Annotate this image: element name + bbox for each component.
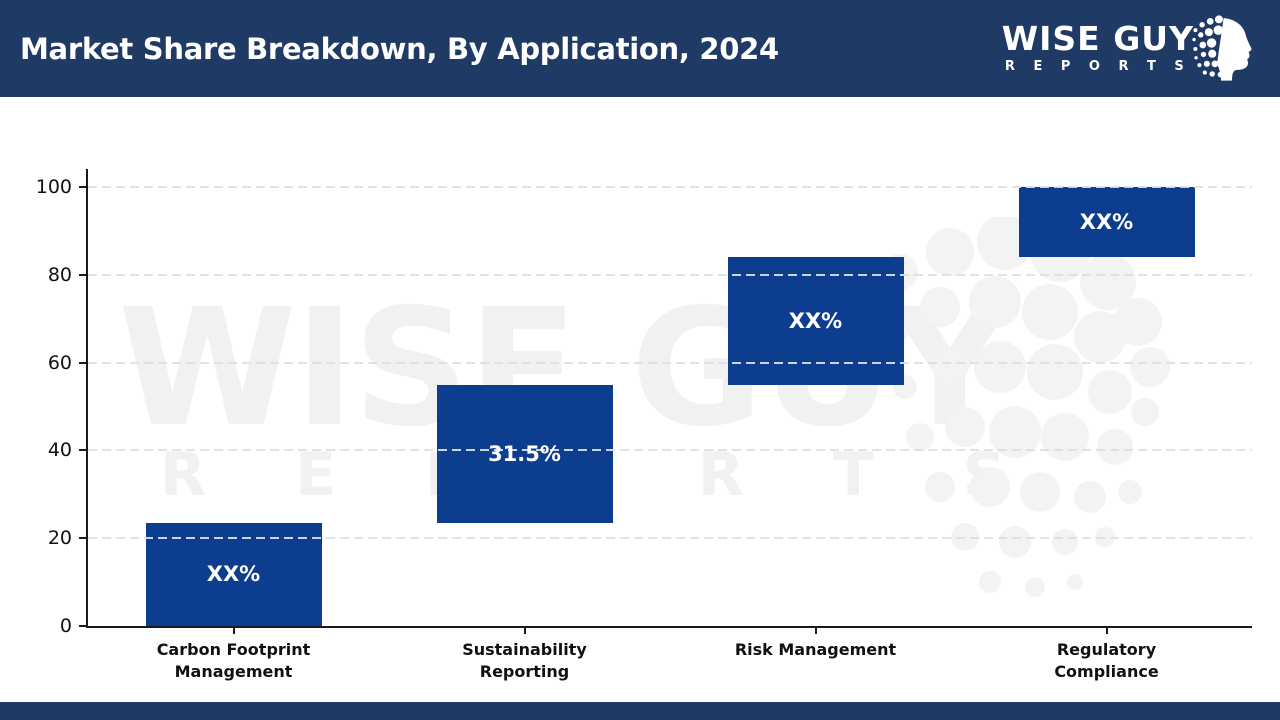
y-tick-mark	[79, 361, 88, 364]
page-title: Market Share Breakdown, By Application, …	[20, 31, 779, 66]
logo-wordmark: WISE GUY	[1001, 19, 1194, 58]
x-tick-mark	[523, 626, 526, 634]
logo-text: WISE GUY R E P O R T S	[1002, 22, 1194, 75]
y-tick-mark	[79, 449, 88, 452]
y-tick-label: 80	[47, 263, 72, 286]
y-tick-mark	[79, 625, 88, 627]
y-tick-mark	[79, 537, 88, 540]
logo-head-icon	[1192, 14, 1252, 81]
gridline	[88, 361, 1252, 364]
logo-subtitle: R E P O R T S	[1004, 59, 1191, 74]
wise-guy-logo: WISE GUY R E P O R T S	[1002, 14, 1254, 84]
x-axis-line	[86, 626, 1252, 628]
y-tick-label: 100	[35, 176, 72, 198]
y-tick-mark	[79, 186, 88, 188]
bar-value-label: XX%	[206, 562, 261, 587]
y-tick-label: 20	[47, 527, 72, 550]
x-category-label: Sustainability Reporting	[462, 640, 587, 681]
gridline	[88, 273, 1252, 276]
x-category-label: Regulatory Compliance	[1054, 640, 1159, 681]
plot-layer: 0 20 40 60 80 100 XX% Carbon Footprint Manageme…	[0, 97, 1280, 702]
bar	[436, 384, 613, 523]
bar	[1018, 187, 1195, 258]
header-bar: Market Share Breakdown, By Application, …	[0, 0, 1280, 97]
gridline	[88, 449, 1252, 452]
x-tick-mark	[814, 626, 817, 634]
y-tick-mark	[79, 273, 88, 276]
chart-area: WISE GUY R E P O R T S 020406080100XX%Ca…	[0, 97, 1280, 702]
bar	[145, 522, 322, 626]
bar-value-label: 31.5%	[488, 441, 561, 466]
bar-value-label: XX%	[788, 308, 843, 333]
gridline	[88, 537, 1252, 540]
y-axis-line	[86, 169, 88, 628]
x-category-label: Carbon Footprint Management	[156, 640, 311, 681]
y-tick-label: 0	[59, 615, 72, 637]
x-tick-mark	[232, 626, 235, 634]
bar-value-label: XX%	[1079, 210, 1134, 235]
x-category-label: Risk Management	[734, 640, 897, 659]
footer-bar	[0, 702, 1280, 720]
gridline	[88, 186, 1252, 188]
x-tick-mark	[1105, 626, 1108, 634]
y-tick-label: 40	[47, 439, 72, 462]
y-tick-label: 60	[47, 351, 72, 374]
